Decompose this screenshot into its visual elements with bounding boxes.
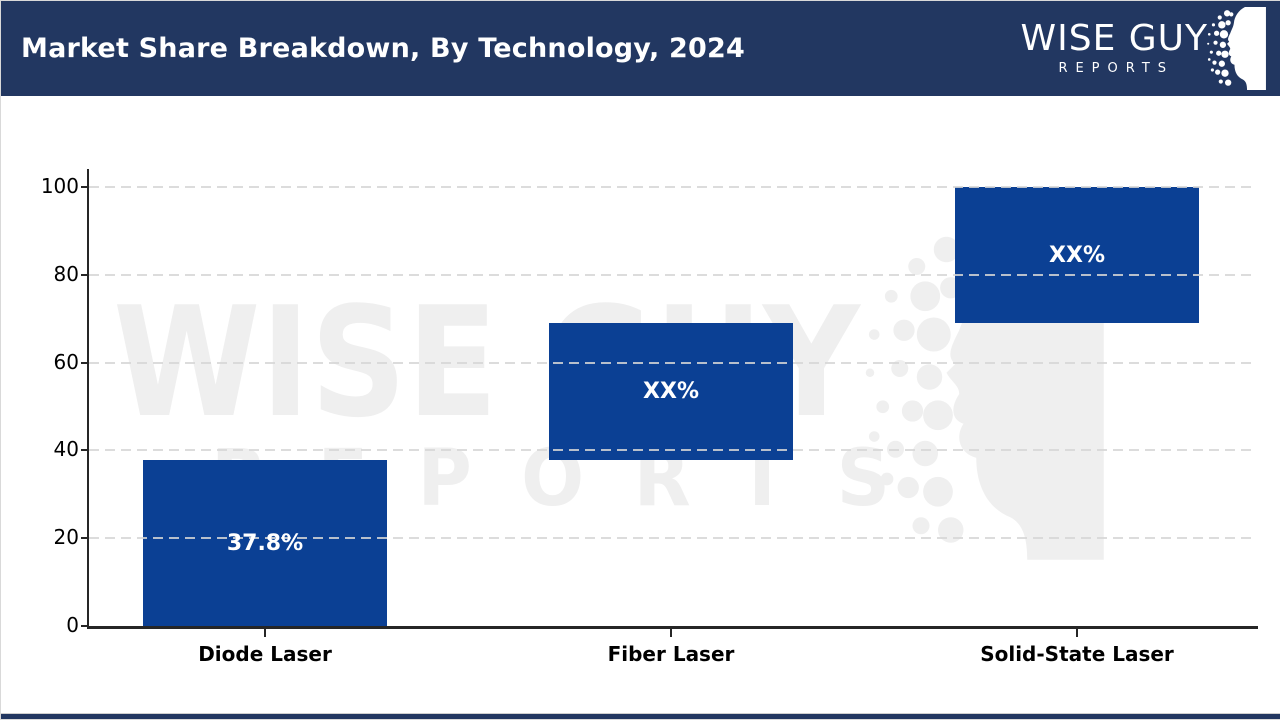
x-category-label: Fiber Laser [607,642,735,666]
logo-subtext: REPORTS [1058,61,1175,76]
bar-value-label: XX% [1049,242,1105,268]
x-category-label: Diode Laser [198,642,332,666]
y-axis-line [87,169,89,629]
gridline [89,186,1256,188]
y-tick-mark [81,449,89,452]
y-tick-label: 80 [53,261,79,286]
bar-segment [143,460,387,626]
y-tick-label: 100 [40,174,79,198]
gridline [89,273,1256,276]
gridline [89,361,1256,364]
x-tick-mark [264,629,266,637]
y-tick-label: 20 [53,525,79,550]
logo-wordmark: WISE GUY [1020,18,1208,59]
x-category-label: Solid-State Laser [980,642,1174,666]
gridline [89,537,1256,540]
y-tick-label: 40 [53,437,79,462]
y-tick-mark [81,537,89,540]
wiseguy-logo: WISE GUY REPORTS [1020,6,1268,91]
y-tick-mark [81,186,89,188]
footer-bar [1,713,1280,719]
bar-value-label: 37.8% [226,530,304,556]
y-tick-label: 0 [66,613,79,637]
bar-segment [549,323,793,461]
x-tick-mark [1076,629,1078,637]
y-tick-mark [81,625,89,627]
page-title: Market Share Breakdown, By Technology, 2… [21,33,746,64]
bar-value-label: XX% [643,379,699,405]
header-bar: Market Share Breakdown, By Technology, 2… [1,1,1280,96]
wiseguy-face-icon [1207,6,1266,90]
y-tick-mark [81,361,89,364]
x-axis-line [87,626,1258,629]
gridline [89,449,1256,452]
chart-area: WISE GUY REPORTS 37.8% XX% XX% 0 20 40 60 80 100… [1,96,1280,716]
y-tick-mark [81,273,89,276]
wiseguy-logo-text: WISE GUY REPORTS [1020,18,1209,77]
x-tick-mark [670,629,672,637]
y-tick-label: 60 [53,349,79,374]
